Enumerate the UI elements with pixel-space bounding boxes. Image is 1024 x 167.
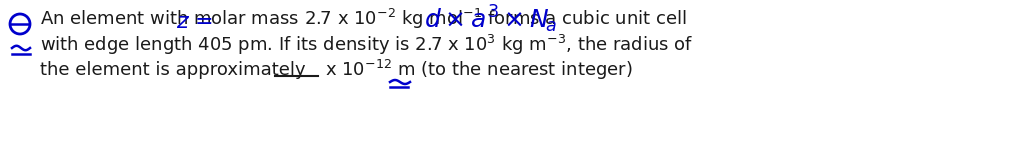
Text: x 10$^{-12}$ m (to the nearest integer): x 10$^{-12}$ m (to the nearest integer)	[325, 58, 633, 82]
Text: An element with molar mass 2.7 x 10$^{-2}$ kg mol$^{-1}$ forms a cubic unit cell: An element with molar mass 2.7 x 10$^{-2…	[40, 7, 687, 31]
Text: $\mathit{z}$ =: $\mathit{z}$ =	[176, 11, 214, 33]
Text: $\mathit{d} \times \mathit{a}^{3} \times \mathit{N}_{\!\mathit{a}}$: $\mathit{d} \times \mathit{a}^{3} \times…	[424, 3, 556, 35]
Text: the element is approximately: the element is approximately	[40, 61, 305, 79]
Text: with edge length 405 pm. If its density is 2.7 x 10$^{3}$ kg m$^{-3}$, the radiu: with edge length 405 pm. If its density …	[40, 33, 693, 57]
